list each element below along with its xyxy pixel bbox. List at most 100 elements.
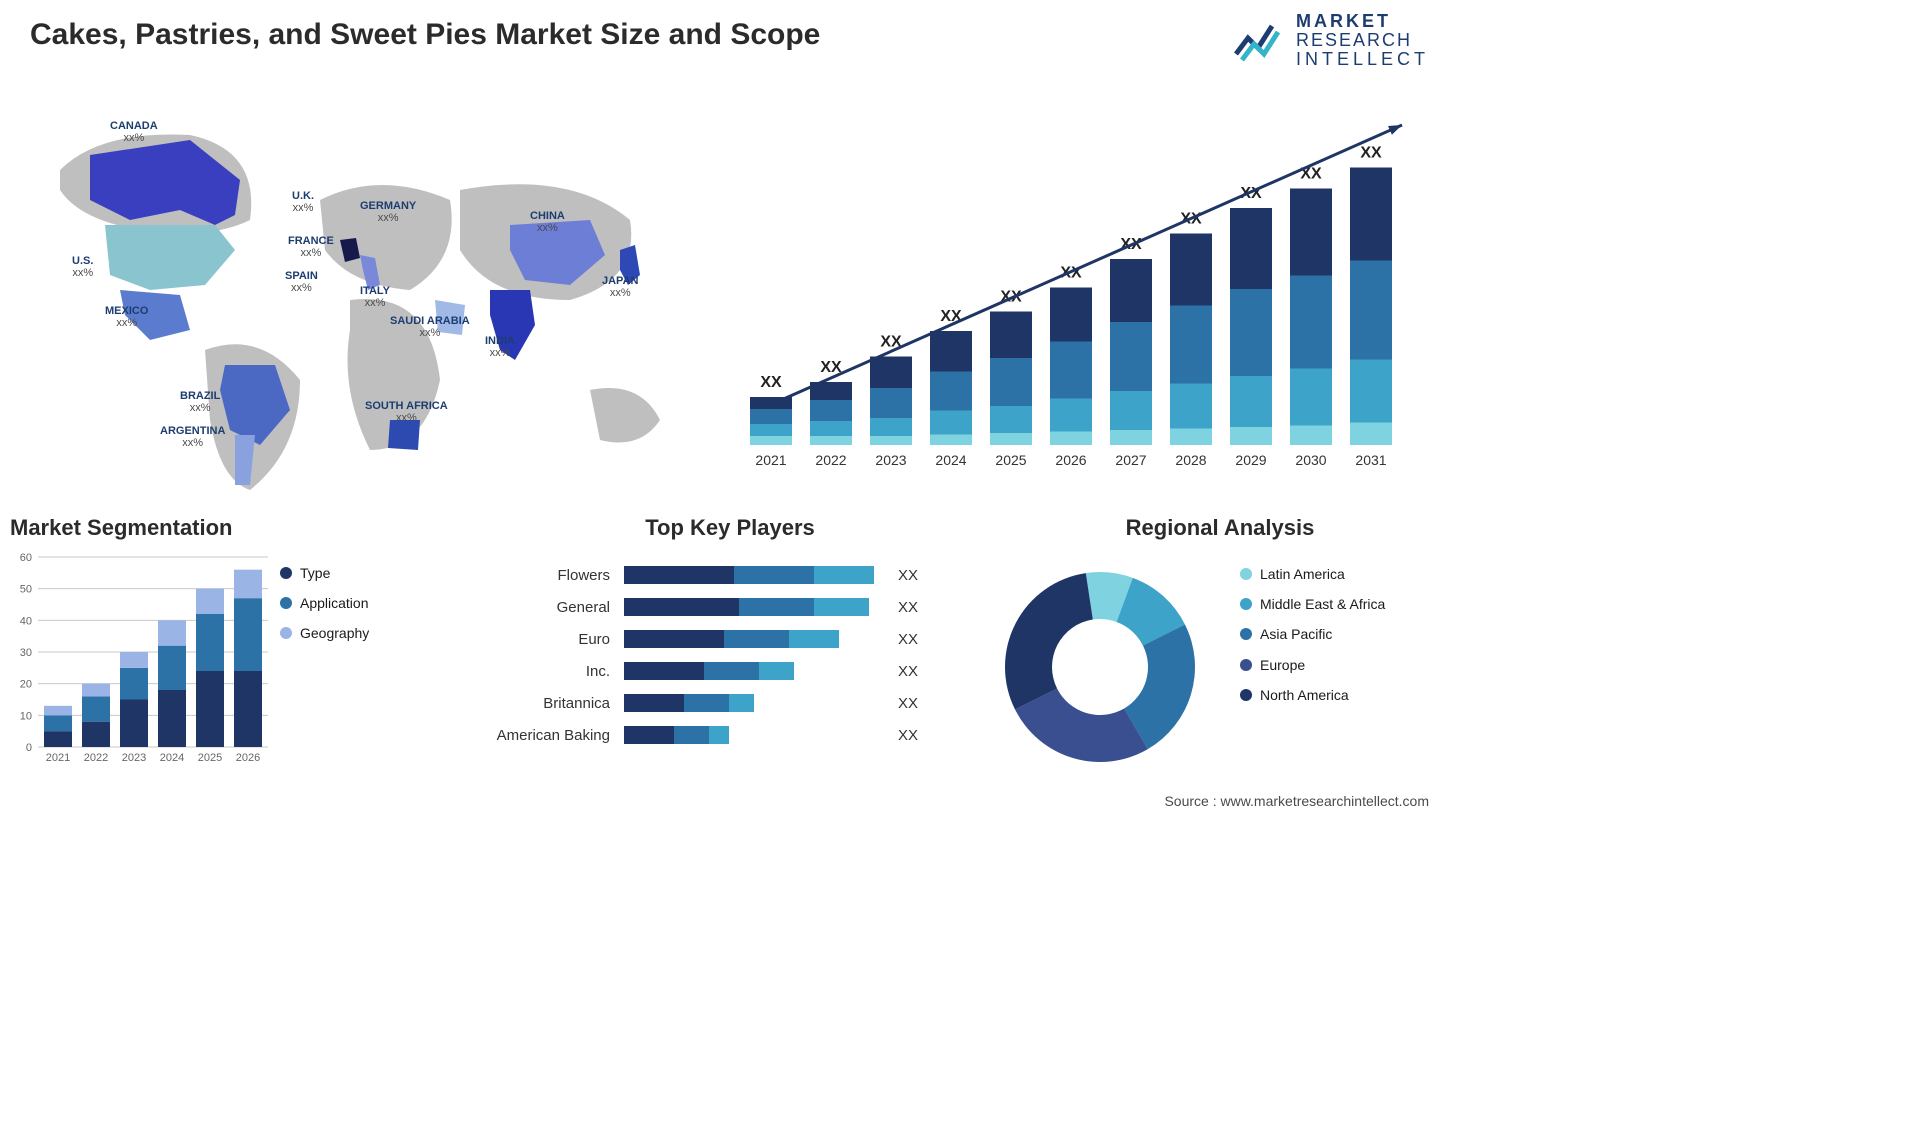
year-label: 2024 — [935, 452, 966, 468]
main-bar-seg — [1230, 289, 1272, 376]
map-label: ITALYxx% — [360, 285, 390, 309]
player-bar-seg — [734, 566, 814, 584]
main-bar-seg — [930, 435, 972, 446]
seg-year: 2024 — [160, 752, 184, 764]
seg-bar-seg — [234, 570, 262, 599]
map-label: CANADAxx% — [110, 120, 158, 144]
main-bar-seg — [1290, 369, 1332, 426]
brand-logo: MARKET RESEARCH INTELLECT — [1232, 12, 1429, 69]
seg-bar-seg — [158, 620, 186, 645]
source-label: Source : www.marketresearchintellect.com — [1164, 793, 1429, 809]
seg-bar-seg — [44, 715, 72, 731]
regional-legend-item: Asia Pacific — [1240, 625, 1385, 643]
player-bar — [624, 662, 884, 680]
main-bar-seg — [870, 436, 912, 445]
y-tick: 40 — [20, 615, 32, 627]
player-value: XX — [898, 727, 938, 744]
players-rows: FlowersXXGeneralXXEuroXXInc.XXBritannica… — [480, 559, 980, 751]
country-usa — [105, 225, 235, 290]
player-name: Inc. — [480, 663, 610, 680]
main-bar-seg — [750, 436, 792, 445]
logo-line1: MARKET — [1296, 12, 1429, 31]
main-bar-seg — [750, 424, 792, 436]
player-bar-seg — [624, 662, 704, 680]
year-label: 2022 — [815, 452, 846, 468]
seg-legend-item: Application — [280, 595, 369, 611]
seg-year: 2021 — [46, 752, 70, 764]
main-bar-seg — [1110, 430, 1152, 445]
player-bar-seg — [709, 726, 729, 744]
main-bar-seg — [1350, 168, 1392, 261]
players-title: Top Key Players — [480, 515, 980, 541]
main-bar-seg — [1230, 208, 1272, 289]
player-bar-seg — [624, 566, 734, 584]
player-bar-seg — [739, 598, 814, 616]
main-bar-seg — [1350, 360, 1392, 423]
year-label: 2030 — [1295, 452, 1326, 468]
player-bar-seg — [624, 694, 684, 712]
players-panel: Top Key Players FlowersXXGeneralXXEuroXX… — [480, 515, 980, 785]
year-label: 2021 — [755, 452, 786, 468]
main-bar-seg — [1170, 384, 1212, 429]
seg-bar-seg — [82, 684, 110, 697]
main-bar-seg — [1350, 423, 1392, 446]
main-bar-seg — [870, 418, 912, 436]
map-label: INDIAxx% — [485, 335, 515, 359]
main-bar-seg — [1230, 376, 1272, 427]
player-bar-seg — [704, 662, 759, 680]
player-bar-seg — [814, 598, 869, 616]
player-name: Britannica — [480, 695, 610, 712]
donut-slice — [1005, 573, 1093, 709]
seg-bar-seg — [196, 671, 224, 747]
main-bar-seg — [1050, 399, 1092, 432]
player-bar-seg — [624, 726, 674, 744]
main-bar-seg — [930, 331, 972, 372]
map-label: SOUTH AFRICAxx% — [365, 400, 448, 424]
logo-line2: RESEARCH — [1296, 31, 1429, 50]
seg-bar-seg — [234, 671, 262, 747]
player-row: American BakingXX — [480, 719, 980, 751]
y-tick: 10 — [20, 710, 32, 722]
seg-bar-seg — [120, 700, 148, 748]
y-tick: 20 — [20, 679, 32, 691]
seg-bar-seg — [158, 690, 186, 747]
bar-value-label: XX — [760, 374, 782, 391]
regional-legend: Latin AmericaMiddle East & AfricaAsia Pa… — [1240, 565, 1385, 716]
main-bar-seg — [930, 372, 972, 411]
player-bar — [624, 694, 884, 712]
main-bar-seg — [1290, 426, 1332, 446]
main-bar-seg — [930, 411, 972, 435]
main-bar-seg — [1050, 288, 1092, 342]
player-bar-seg — [624, 598, 739, 616]
segmentation-panel: Market Segmentation 01020304050602021202… — [10, 515, 460, 785]
main-bar-seg — [1110, 259, 1152, 322]
player-row: Inc.XX — [480, 655, 980, 687]
segmentation-chart: 0102030405060202120222023202420252026 — [10, 547, 270, 777]
seg-year: 2022 — [84, 752, 108, 764]
seg-bar-seg — [158, 646, 186, 690]
map-label: SPAINxx% — [285, 270, 318, 294]
y-tick: 30 — [20, 647, 32, 659]
main-bar-seg — [990, 433, 1032, 445]
main-bar-seg — [1290, 276, 1332, 369]
player-bar-seg — [624, 630, 724, 648]
regional-panel: Regional Analysis Latin AmericaMiddle Ea… — [990, 515, 1450, 785]
y-tick: 60 — [20, 552, 32, 564]
seg-year: 2025 — [198, 752, 222, 764]
main-bar-seg — [810, 421, 852, 436]
main-bar-seg — [990, 406, 1032, 433]
player-bar — [624, 566, 884, 584]
main-bar-seg — [1350, 261, 1392, 360]
regional-legend-item: Latin America — [1240, 565, 1385, 583]
map-label: ARGENTINAxx% — [160, 425, 225, 449]
regional-legend-item: Europe — [1240, 656, 1385, 674]
player-name: General — [480, 599, 610, 616]
player-bar-seg — [729, 694, 754, 712]
world-map: CANADAxx%U.S.xx%MEXICOxx%BRAZILxx%ARGENT… — [30, 90, 700, 490]
page-title: Cakes, Pastries, and Sweet Pies Market S… — [30, 18, 820, 52]
year-label: 2027 — [1115, 452, 1146, 468]
main-bar-seg — [1050, 432, 1092, 446]
year-label: 2029 — [1235, 452, 1266, 468]
market-size-svg: XX2021XX2022XX2023XX2024XX2025XX2026XX20… — [740, 85, 1420, 485]
map-label: U.K.xx% — [292, 190, 314, 214]
